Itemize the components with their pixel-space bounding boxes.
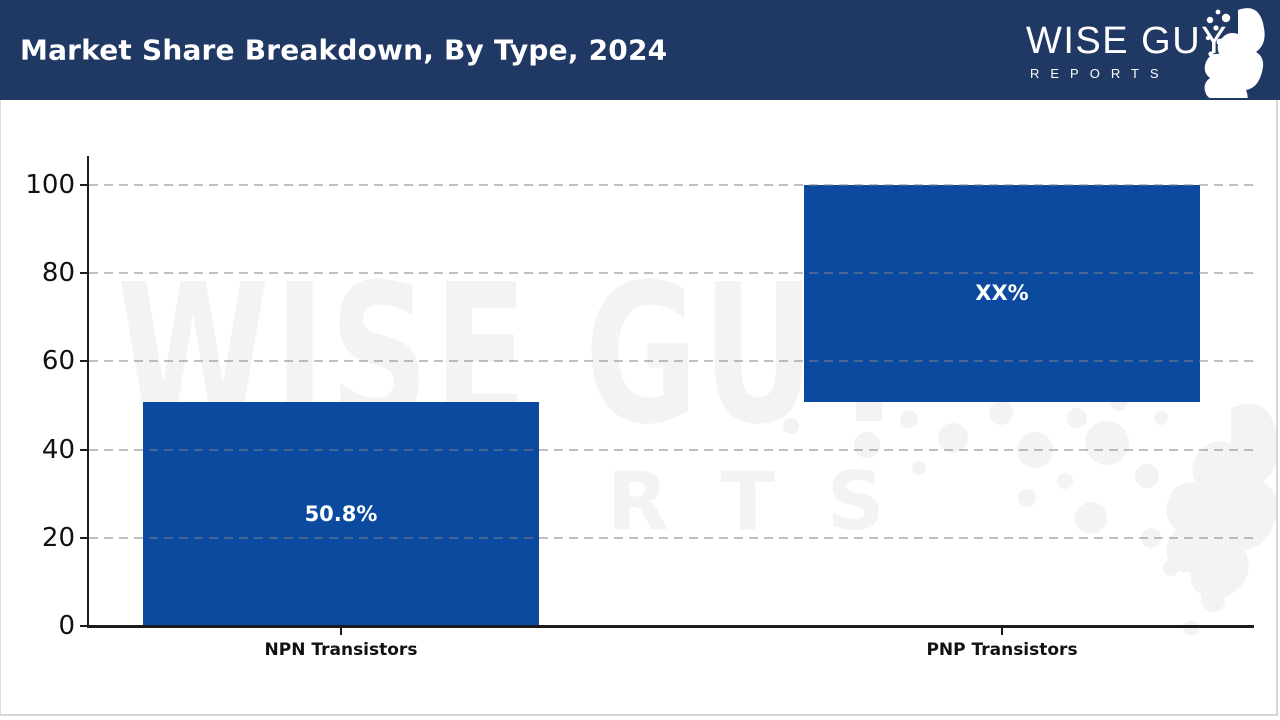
y-tick bbox=[80, 272, 88, 275]
x-tick bbox=[1001, 628, 1003, 635]
chart-area: 0 20 40 60 80 100 50.8% XX% NPN Transistors PNP T… bbox=[1, 100, 1276, 714]
x-tick-label: NPN Transistors bbox=[264, 640, 418, 660]
watermark-reports-text: R T S bbox=[607, 455, 897, 548]
y-tick-label: 60 bbox=[41, 346, 75, 377]
logo-face-icon bbox=[1204, 4, 1266, 115]
logo-subtitle: REPORTS bbox=[1030, 66, 1170, 81]
header-bar: Market Share Breakdown, By Type, 2024 WI… bbox=[0, 0, 1280, 115]
y-tick bbox=[80, 184, 88, 186]
x-axis-line bbox=[87, 625, 1254, 628]
gridline bbox=[89, 272, 1254, 275]
y-tick bbox=[80, 448, 88, 451]
x-tick-label: PNP Transistors bbox=[926, 640, 1078, 660]
y-tick-label: 100 bbox=[25, 170, 75, 200]
y-tick-label: 40 bbox=[41, 434, 75, 465]
bar-value-label: XX% bbox=[975, 281, 1029, 306]
y-tick-label: 0 bbox=[58, 611, 75, 641]
y-tick-label: 20 bbox=[41, 522, 75, 553]
bar bbox=[804, 185, 1200, 402]
y-tick bbox=[80, 536, 88, 539]
y-tick bbox=[80, 360, 88, 363]
gridline bbox=[89, 448, 1254, 451]
x-tick bbox=[340, 628, 342, 635]
y-axis-line bbox=[87, 156, 89, 628]
wise-guy-logo: WISE GUY REPORTS bbox=[1026, 2, 1266, 115]
page-title: Market Share Breakdown, By Type, 2024 bbox=[20, 33, 668, 67]
bar-value-label: 50.8% bbox=[304, 501, 378, 526]
gridline bbox=[89, 184, 1254, 186]
bar bbox=[143, 401, 539, 626]
gridline bbox=[89, 536, 1254, 539]
content-area: WISE GUY R T S 0 20 40 60 80 100 50.8% XX% NPN T… bbox=[0, 100, 1278, 716]
watermark-face-icon bbox=[761, 388, 1276, 714]
gridline bbox=[89, 360, 1254, 363]
y-tick-label: 80 bbox=[41, 258, 75, 289]
logo-name: WISE GUY bbox=[1026, 20, 1229, 62]
y-tick bbox=[80, 625, 88, 627]
